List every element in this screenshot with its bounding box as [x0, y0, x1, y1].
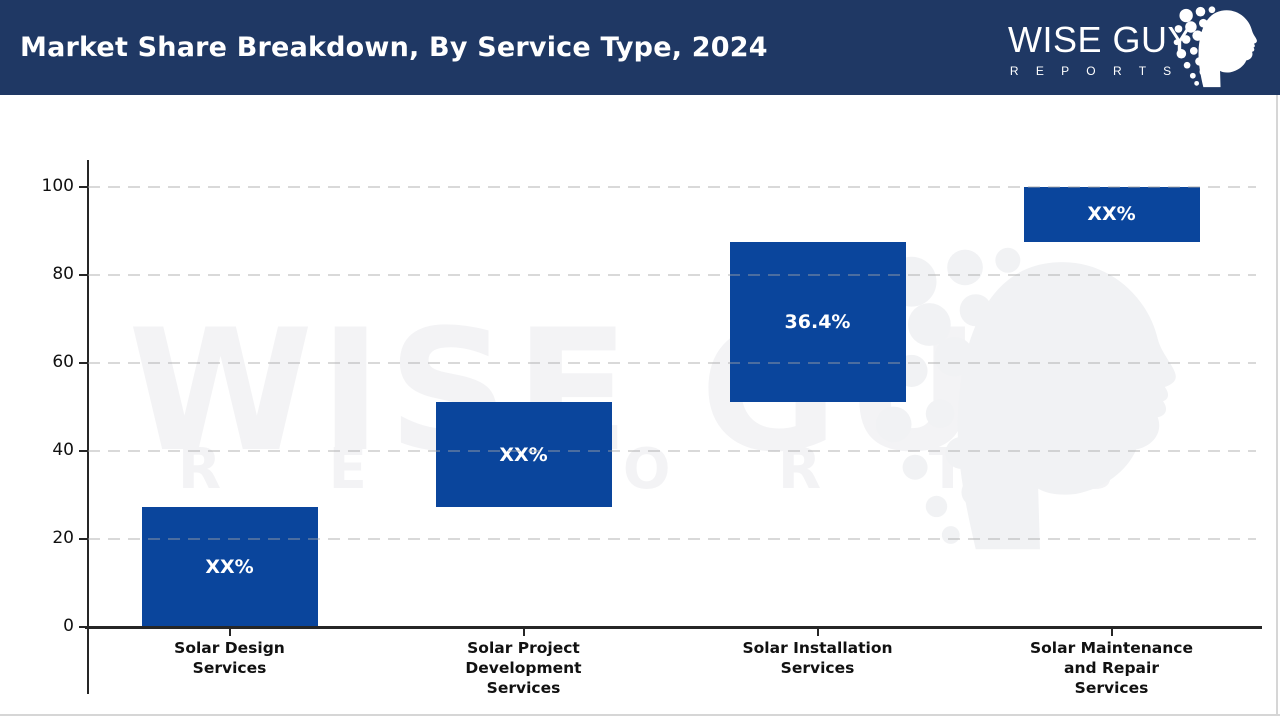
x-tick-3 [816, 629, 819, 636]
logo-wordmark: WISE GUY [1008, 19, 1193, 60]
x-axis-line [85, 626, 1262, 629]
bar-value-label-3: 36.4% [784, 311, 851, 334]
y-tick-label-40: 40 [52, 439, 74, 460]
logo-text: WISE GUY R E P O R T S [1008, 19, 1193, 78]
y-tick-label-80: 80 [52, 263, 74, 284]
y-tick-100 [79, 185, 87, 188]
watermark-head-icon [865, 247, 1176, 550]
y-tick-label-60: 60 [52, 351, 74, 372]
x-tick-4 [1110, 629, 1113, 636]
gridline-y60 [88, 361, 1256, 364]
bar-segment-2: XX% [435, 402, 612, 507]
category-label-1: Solar Design Services [174, 639, 285, 677]
y-tick-0 [79, 626, 87, 628]
y-tick-40 [79, 449, 87, 452]
category-label-3: Solar Installation Services [742, 639, 893, 677]
gridline-y40 [88, 449, 1256, 452]
category-label-4: Solar Maintenance and Repair Services [1029, 639, 1193, 697]
header-band: Market Share Breakdown, By Service Type,… [0, 0, 1280, 95]
gridline-y80 [88, 273, 1256, 276]
bar-segment-3: 36.4% [729, 242, 906, 403]
right-hairline [1276, 95, 1278, 716]
y-tick-80 [79, 273, 87, 276]
y-axis-spine [87, 160, 89, 694]
gridline-y20 [88, 537, 1256, 540]
wise-guy-logo: WISE GUY R E P O R T S [1008, 5, 1266, 91]
x-tick-2 [522, 629, 525, 636]
x-tick-1 [228, 629, 231, 636]
bar-segment-1: XX% [141, 506, 318, 627]
y-tick-label-20: 20 [52, 527, 74, 548]
page-title: Market Share Breakdown, By Service Type,… [20, 32, 768, 63]
chart-canvas: WISE GUY R E P O R T S 0 20 40 60 80 100 XX% So… [0, 95, 1280, 720]
logo-subtitle: R E P O R T S [1009, 64, 1179, 78]
y-tick-60 [79, 361, 87, 364]
wise-guy-head-icon [1173, 6, 1257, 88]
y-tick-label-100: 100 [41, 175, 74, 196]
y-tick-20 [79, 537, 87, 540]
y-tick-label-0: 0 [63, 616, 74, 636]
bar-value-label-2: XX% [499, 443, 548, 466]
gridline-y100 [88, 185, 1256, 188]
bar-segment-4: XX% [1023, 186, 1200, 242]
bar-value-label-4: XX% [1087, 203, 1136, 226]
bar-value-label-1: XX% [205, 555, 254, 578]
bottom-hairline [0, 714, 1280, 716]
category-label-2: Solar Project Development Services [465, 639, 582, 697]
